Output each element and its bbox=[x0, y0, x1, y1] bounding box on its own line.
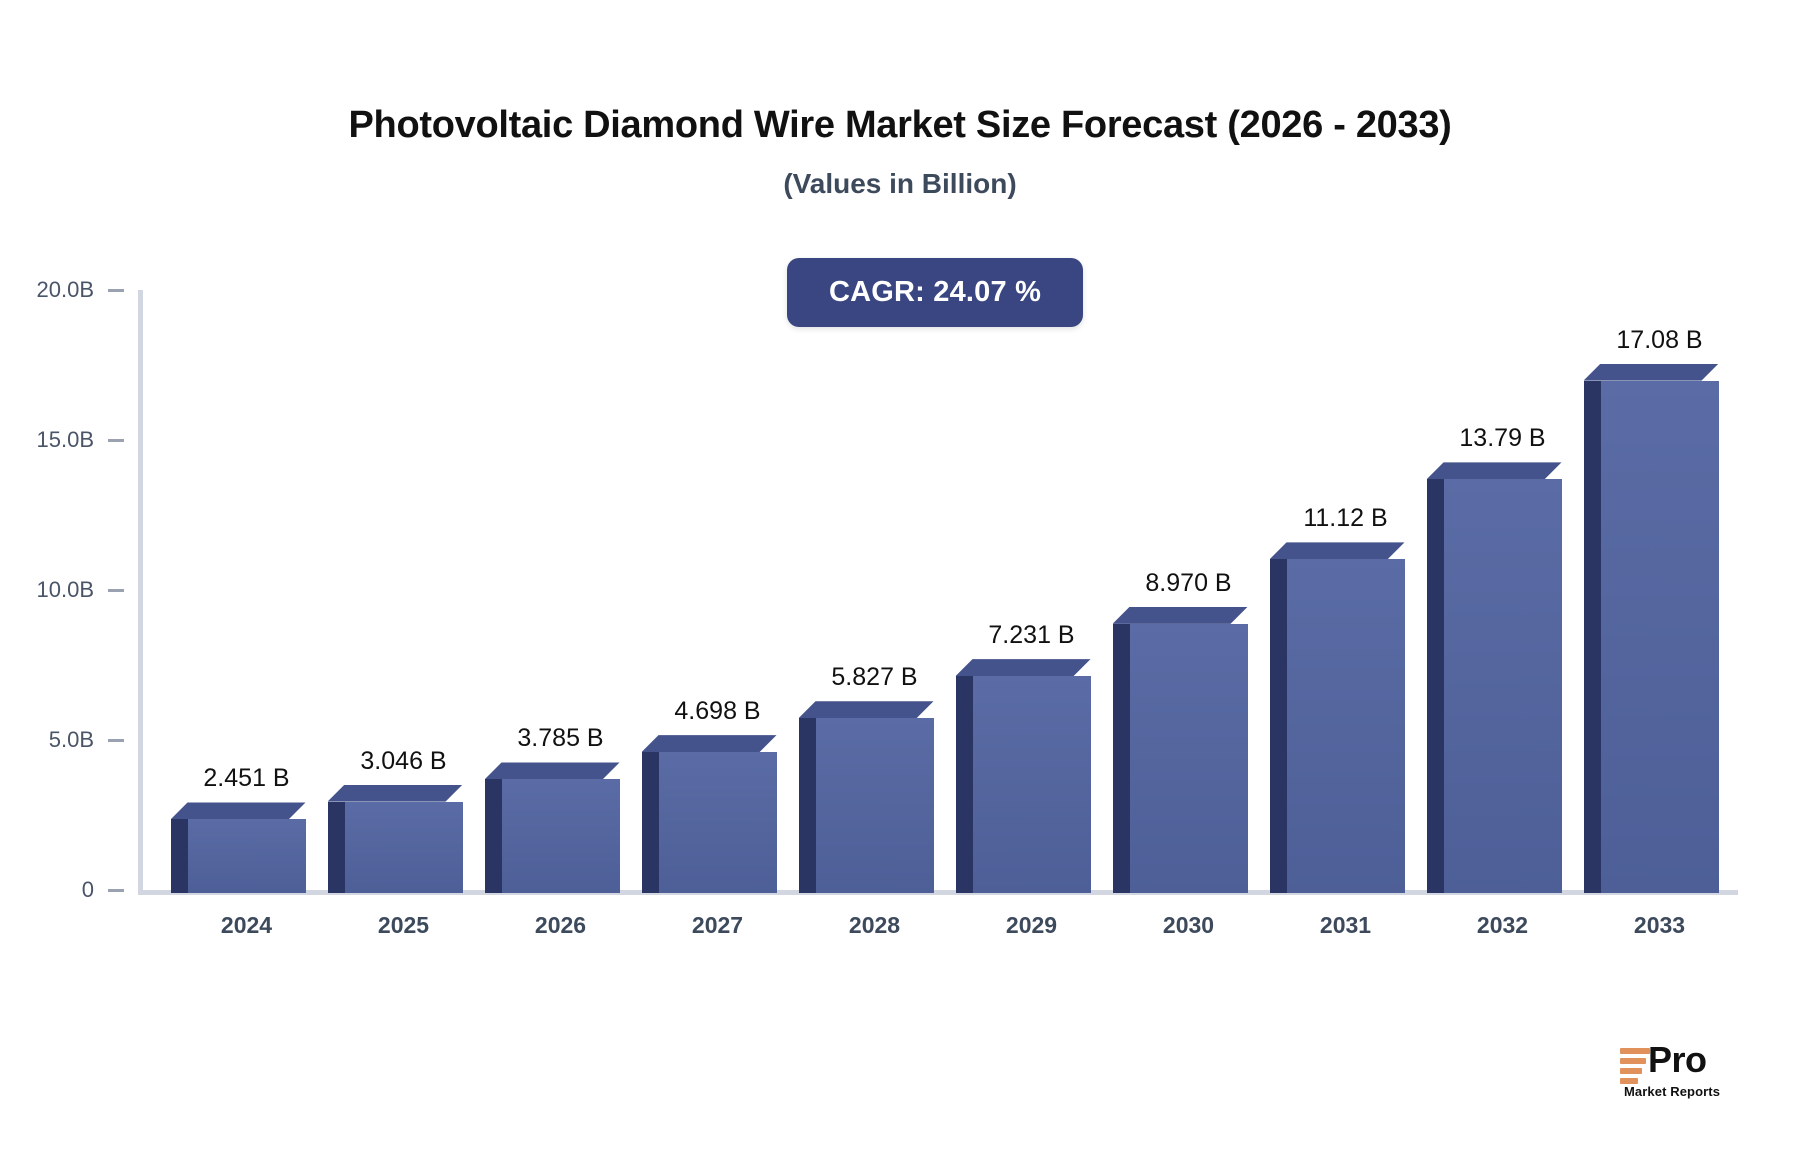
cagr-badge: CAGR: 24.07 % bbox=[787, 258, 1083, 327]
x-axis-label: 2031 bbox=[1319, 912, 1372, 938]
bar-front-face bbox=[1286, 559, 1405, 893]
y-axis-tick-mark bbox=[108, 588, 124, 592]
bar-side-face bbox=[1583, 380, 1601, 893]
x-axis-line bbox=[138, 890, 1738, 895]
bar-front-face bbox=[1443, 479, 1562, 893]
bar[interactable]: 4.698 B bbox=[641, 697, 777, 893]
bar[interactable]: 11.12 B bbox=[1269, 504, 1405, 893]
bar-side-face bbox=[1269, 559, 1287, 893]
bar-front-face bbox=[187, 819, 306, 893]
logo-tagline: Market Reports bbox=[1624, 1084, 1721, 1099]
x-axis-label: 2027 bbox=[691, 912, 744, 938]
bar-top-face bbox=[328, 785, 463, 802]
bar[interactable]: 13.79 B bbox=[1426, 424, 1562, 893]
bar-side-face bbox=[955, 676, 973, 893]
chart-subtitle: (Values in Billion) bbox=[783, 168, 1017, 199]
bar-value-label: 3.046 B bbox=[360, 746, 447, 775]
logo-bars-icon bbox=[1620, 1048, 1654, 1084]
bar-front-face bbox=[972, 676, 1091, 893]
page-title: Photovoltaic Diamond Wire Market Size Fo… bbox=[348, 104, 1452, 146]
x-axis-label: 2032 bbox=[1476, 912, 1529, 938]
bar-side-face bbox=[327, 801, 345, 893]
x-axis-label: 2029 bbox=[1005, 912, 1058, 938]
y-axis-tick: 10.0B bbox=[36, 577, 139, 602]
bar-top-face bbox=[1270, 542, 1405, 559]
bar[interactable]: 8.970 B bbox=[1112, 569, 1248, 893]
y-axis-tick-mark bbox=[108, 888, 124, 892]
logo-wordmark: Pro bbox=[1648, 1039, 1707, 1080]
bar-side-face bbox=[170, 819, 188, 893]
y-axis-tick-label: 15.0B bbox=[36, 427, 95, 452]
bar-top-face bbox=[956, 659, 1091, 676]
bar-front-face bbox=[501, 779, 620, 893]
x-axis-label: 2026 bbox=[534, 912, 587, 938]
bar-front-face bbox=[1600, 380, 1719, 893]
bar-top-face bbox=[485, 762, 620, 779]
y-axis-tick: 20.0B bbox=[36, 277, 139, 302]
x-axis-label: 2024 bbox=[220, 912, 273, 938]
bar-value-label: 4.698 B bbox=[674, 697, 761, 726]
y-axis-tick-label: 0 bbox=[81, 877, 94, 902]
bar[interactable]: 7.231 B bbox=[955, 621, 1091, 893]
y-axis-tick: 0 bbox=[81, 877, 138, 902]
bar-top-face bbox=[642, 735, 777, 752]
x-axis-label: 2030 bbox=[1162, 912, 1215, 938]
y-axis-tick: 5.0B bbox=[48, 727, 138, 752]
y-axis-tick-label: 10.0B bbox=[36, 577, 95, 602]
bar-value-label: 2.451 B bbox=[203, 764, 290, 793]
y-axis-tick: 15.0B bbox=[36, 427, 139, 452]
bar-value-label: 13.79 B bbox=[1459, 424, 1546, 453]
bar[interactable]: 3.046 B bbox=[327, 747, 463, 893]
bar-value-label: 11.12 B bbox=[1303, 504, 1388, 533]
cagr-badge-label: CAGR: 24.07 % bbox=[828, 276, 1042, 308]
bar[interactable]: 5.827 B bbox=[798, 663, 934, 893]
bar-front-face bbox=[1129, 623, 1248, 893]
bar-side-face bbox=[1112, 623, 1130, 893]
bar-side-face bbox=[798, 718, 816, 893]
x-axis-label: 2025 bbox=[377, 912, 430, 938]
bar[interactable]: 17.08 B bbox=[1583, 326, 1719, 893]
bar-top-face bbox=[1584, 364, 1719, 381]
y-axis-tick-mark bbox=[108, 288, 124, 292]
bar-side-face bbox=[1426, 479, 1444, 893]
y-axis-tick-mark bbox=[108, 438, 124, 442]
y-axis-line bbox=[138, 290, 143, 895]
bar-value-label: 8.970 B bbox=[1145, 568, 1232, 597]
bar-value-label: 3.785 B bbox=[517, 724, 604, 753]
bar-side-face bbox=[484, 779, 502, 893]
bar-side-face bbox=[641, 752, 659, 893]
bar-top-face bbox=[1427, 462, 1562, 479]
bar[interactable]: 2.451 B bbox=[170, 764, 306, 893]
bar-value-label: 5.827 B bbox=[831, 663, 918, 692]
bar-value-label: 7.231 B bbox=[988, 621, 1075, 650]
y-axis-tick-label: 5.0B bbox=[48, 727, 94, 752]
y-axis-tick-mark bbox=[108, 738, 124, 742]
plot-area: 20.0B 15.0B 10.0B 5.0B 0 2.451 B 3.046 B 3.785… bbox=[37, 277, 1738, 938]
brand-logo: Pro Market Reports bbox=[1620, 1040, 1770, 1110]
y-axis-tick-label: 20.0B bbox=[36, 277, 95, 302]
bar[interactable]: 3.785 B bbox=[484, 724, 620, 893]
bar-front-face bbox=[658, 752, 777, 893]
bar-value-label: 17.08 B bbox=[1616, 325, 1703, 354]
bar-front-face bbox=[344, 801, 463, 893]
bar-top-face bbox=[1113, 607, 1248, 624]
bar-front-face bbox=[815, 718, 934, 893]
bar-top-face bbox=[171, 802, 306, 819]
bar-top-face bbox=[799, 701, 934, 718]
x-axis-label: 2033 bbox=[1633, 912, 1686, 938]
x-axis-label: 2028 bbox=[848, 912, 901, 938]
